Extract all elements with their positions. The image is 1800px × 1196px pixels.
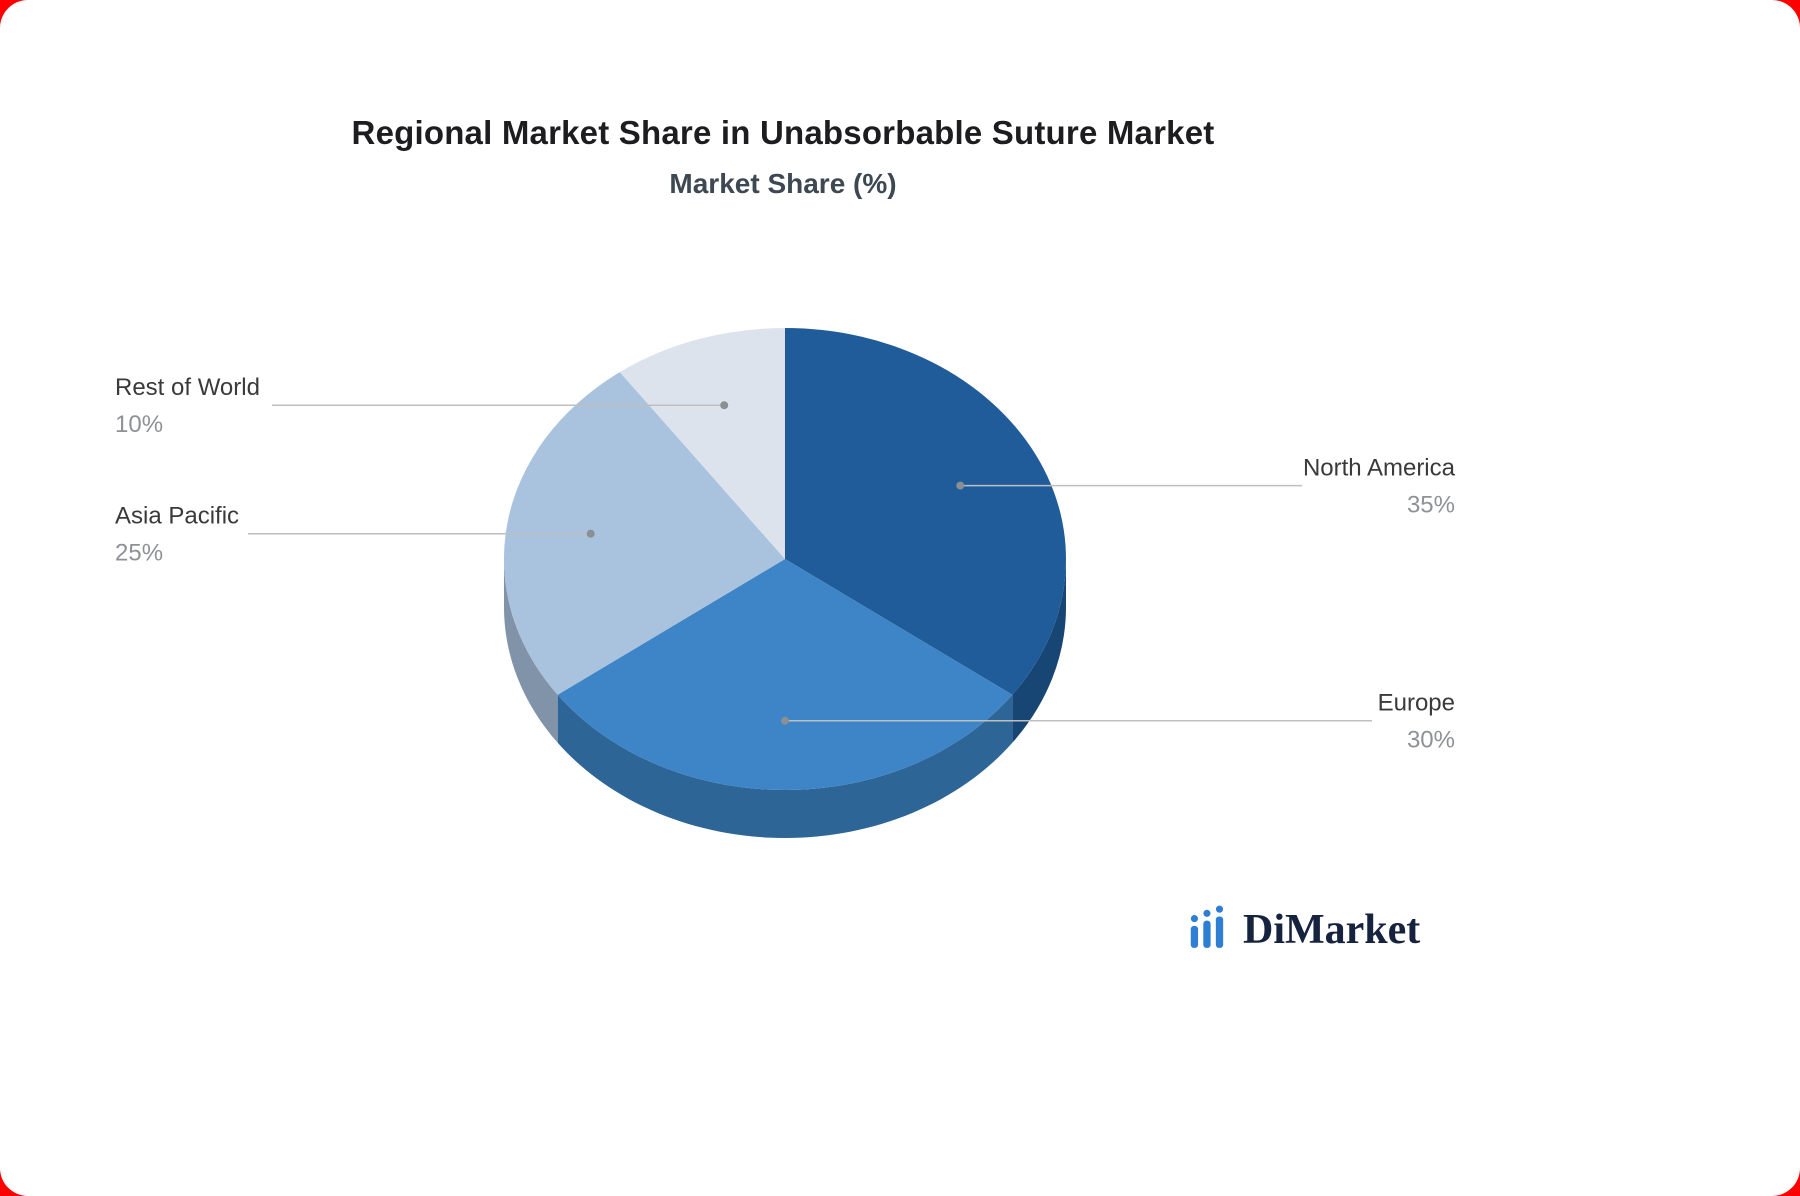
- pie-slice-side: [504, 559, 558, 743]
- pie-slice-side: [1012, 559, 1066, 743]
- label-line-dot: [720, 401, 729, 410]
- slice-label: Rest of World: [115, 374, 260, 401]
- brand-logo: DiMarket: [1185, 905, 1420, 951]
- bar-chart-icon: [1190, 905, 1224, 948]
- pie-slice: [619, 328, 785, 559]
- label-line-dot: [586, 529, 595, 538]
- slice-label: Europe: [1378, 690, 1455, 717]
- pie-slice: [504, 372, 785, 695]
- pie-slice-side: [557, 694, 1013, 838]
- slice-value: 25%: [115, 540, 163, 567]
- slice-value: 30%: [1407, 727, 1455, 754]
- slice-value: 10%: [115, 411, 163, 438]
- pie-slice: [557, 559, 1013, 790]
- pie-slice: [785, 328, 1066, 695]
- chart-title: Regional Market Share in Unabsorbable Su…: [351, 114, 1215, 151]
- label-line-dot: [956, 481, 965, 490]
- label-line-dot: [781, 716, 789, 725]
- chart-subtitle: Market Share (%): [669, 168, 897, 199]
- slice-label: Asia Pacific: [115, 503, 239, 530]
- brand-logo-text: DiMarket: [1243, 907, 1421, 953]
- slice-value: 35%: [1407, 492, 1455, 519]
- slice-label: North America: [1303, 455, 1456, 482]
